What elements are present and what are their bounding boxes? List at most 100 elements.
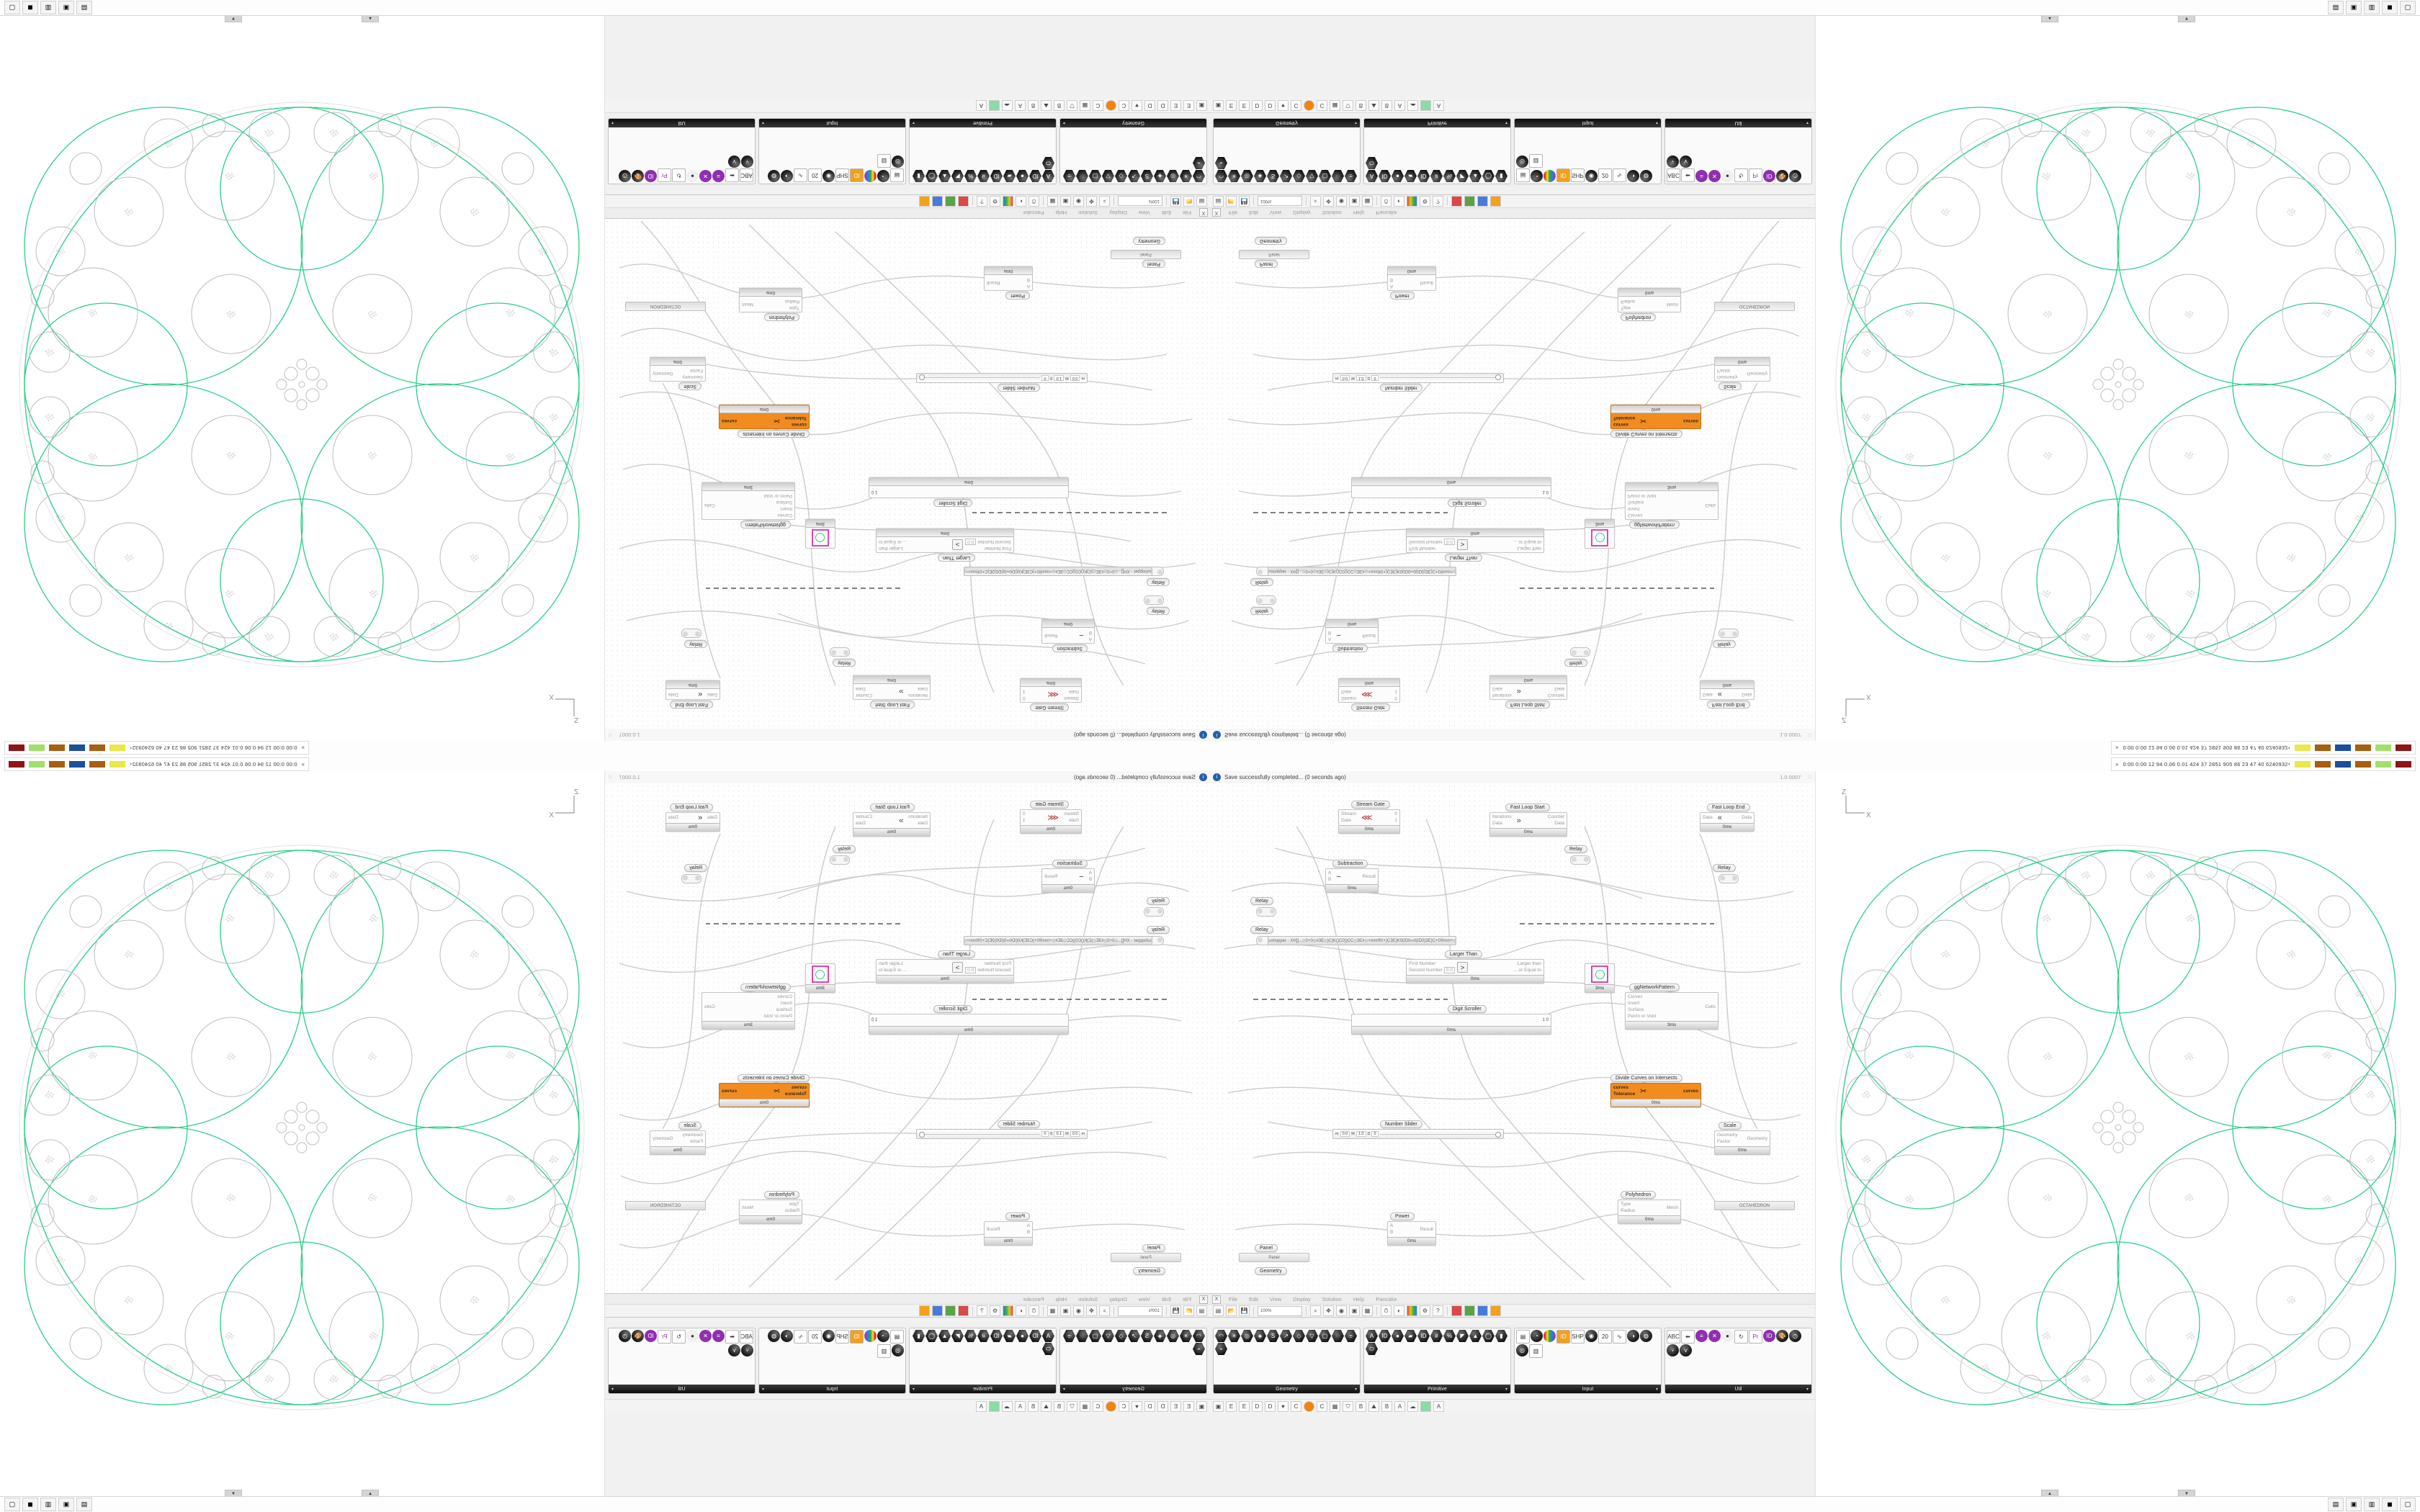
button-icon[interactable]: ◍ [1640,1330,1652,1342]
list-icon[interactable]: ▤ [1516,1330,1530,1344]
toggle-icon[interactable]: ◑ [781,1330,793,1342]
dial-icon[interactable]: ◉ [1585,1330,1597,1342]
palette-tab-util[interactable]: Util ▾ [609,119,755,127]
drop-icon[interactable] [932,196,943,207]
transform-icon[interactable]: ▽ [1306,170,1318,182]
mountain-icon[interactable]: ⛰ [1368,100,1379,111]
component-larger-than[interactable]: First Number Second Number 0.0 > Larger … [1406,528,1544,553]
grid2-icon[interactable]: ▦ [1080,100,1090,111]
profiler-icon[interactable]: ⏱ [1381,1305,1392,1316]
merge-icon[interactable]: ⋎ [728,156,740,168]
bake-icon[interactable]: ▣ [1349,1305,1360,1316]
color-icon[interactable] [1407,1305,1417,1316]
disk-icon[interactable]: ◼ [2382,1497,2398,1511]
profiler-icon[interactable]: ⏱ [1028,1305,1039,1316]
calculator-icon[interactable]: ▤ [2328,1497,2344,1511]
grasshopper-canvas[interactable]: Stream Gate Stream Gate ⋘ 0 1 0ms Fast Loo… [605,219,1210,729]
b-icon[interactable]: B [1355,100,1366,111]
clock-icon[interactable]: ◷ [619,170,631,182]
menu-item-solution[interactable]: Solution [1078,210,1098,217]
pan-icon[interactable]: ✥ [1086,1305,1097,1316]
component-fast-loop-start[interactable]: Iterations Data » Counter Data 0ms [853,675,931,700]
mesh-icon[interactable]: ✳ [1180,170,1192,182]
palette-tab-input[interactable]: Input ▾ [1515,119,1661,127]
button-icon[interactable]: ◍ [768,170,780,182]
slider-max-value[interactable]: 1.0 [1355,1131,1366,1137]
gradient-icon[interactable] [864,170,877,182]
zoom-combo[interactable]: 100% [1118,1305,1162,1316]
gradient-icon[interactable] [864,1330,877,1342]
menu-item-pancake[interactable]: Pancake [1376,1295,1397,1302]
component-stream-gate[interactable]: Stream Gate ⋘ 0 1 0ms [1020,678,1082,703]
menu-item-edit[interactable]: Edit [1161,1295,1171,1302]
component-polyhedron[interactable]: Type Radius Mesh 0ms [1618,288,1681,312]
refresh-icon[interactable]: ↻ [672,1330,686,1344]
pie-icon[interactable]: ◔ [877,1330,889,1342]
zoom-icon[interactable]: ⌕ [1310,196,1321,207]
palette-tab-input[interactable]: Input ▾ [759,119,905,127]
palette-tab-geometry[interactable]: Geometry ▾ [1060,1385,1206,1393]
menu-item-display[interactable]: Display [1109,210,1127,217]
menu-item-display[interactable]: Display [1293,210,1311,217]
leaf-icon[interactable] [945,196,956,207]
chevron-down-icon[interactable]: ▾ [1806,1387,1809,1392]
cluster-icon[interactable]: ▦ [1047,1305,1058,1316]
new-file-icon[interactable]: ▤ [1213,1305,1224,1316]
component-digit-scroller[interactable]: 1 0 0ms [869,1014,1069,1035]
tree-icon[interactable]: ⑂ [1667,156,1679,168]
pr-icon[interactable]: Pr [658,168,671,182]
collapse-chevron-icon[interactable]: » [301,761,305,768]
monitor-icon[interactable]: ▢ [2400,1,2416,15]
button-icon[interactable]: ◍ [1640,170,1652,182]
new-file-icon[interactable]: ▤ [1213,196,1224,207]
chevron-down-icon[interactable]: ▾ [762,1387,765,1392]
grid-icon[interactable]: # [977,1330,990,1342]
widget-icon[interactable]: ◐ [1016,196,1026,207]
component-divide-curves-on-intersects[interactable]: curves Tolerance ✂ curves 0ms [1610,1083,1701,1107]
refresh-icon[interactable]: ↻ [1734,168,1748,182]
gem-icon[interactable] [1451,196,1462,207]
d-icon[interactable]: D [1157,100,1168,111]
pr-icon[interactable]: Pr [1749,168,1762,182]
select-icon[interactable]: ▣ [1213,100,1224,111]
a2-icon[interactable]: A [1433,1401,1444,1412]
widget-icon[interactable]: ◐ [1394,1305,1404,1316]
slider-max-value[interactable]: 1.0 [1054,1131,1065,1137]
number-icon[interactable]: ID [1417,1330,1430,1342]
zoom-icon[interactable]: ⌕ [1310,1305,1321,1316]
resize-grip-icon[interactable]: ⁙ [608,774,613,780]
brep-icon[interactable]: ◈ [1254,1330,1266,1342]
slider-icon[interactable]: % [964,1330,977,1342]
id-icon[interactable]: ID [1379,1330,1391,1342]
merge-icon[interactable]: ⋎ [728,1344,740,1356]
profiler-icon[interactable]: ⏱ [1028,196,1039,207]
bake-icon[interactable]: ▣ [1060,196,1071,207]
a2-icon[interactable]: A [976,1401,987,1412]
number-slider[interactable]: m 0.0 M 1.0 D 0 [1332,1129,1504,1139]
box-icon[interactable]: ▰ [1003,1330,1016,1342]
tag-icon[interactable]: ID [850,1330,864,1344]
slider-knob[interactable] [919,374,925,381]
menu-item-view[interactable]: View [1138,210,1150,217]
wide-text-panel[interactable]: Grasshopper - XH[]...◇0+0◇#3E◇)C)K()C0))… [964,936,1152,945]
second-number-field[interactable]: 0.0 [965,539,977,545]
close-icon[interactable]: X [1199,1295,1208,1304]
sphere-icon[interactable]: ● [1016,1330,1028,1342]
id-purple-icon[interactable]: ID [1763,170,1775,182]
slider-track[interactable] [919,374,1041,381]
help-icon[interactable]: ? [1433,196,1443,207]
abc-icon[interactable]: ABC [1667,1330,1680,1344]
menu-item-help[interactable]: Help [1055,210,1067,217]
profiler-icon[interactable]: ⏱ [1381,196,1392,207]
chevron-down-icon[interactable]: ▾ [1655,1387,1658,1392]
id-purple-icon[interactable]: ID [1763,1330,1775,1342]
relay-node[interactable] [830,855,850,865]
boundary-icon[interactable]: ◌ [1332,1330,1344,1342]
component-divide-curves-on-intersects[interactable]: curves Tolerance ✂ curves 0ms [719,405,810,429]
tag-icon[interactable]: ID [1556,168,1570,182]
offset-icon[interactable]: ⌯ [1063,170,1075,182]
file-icon[interactable]: ▥ [1529,1344,1543,1358]
cone-icon[interactable]: ▲ [1469,1330,1482,1342]
palette-tab-geometry[interactable]: Geometry ▾ [1214,1385,1360,1393]
